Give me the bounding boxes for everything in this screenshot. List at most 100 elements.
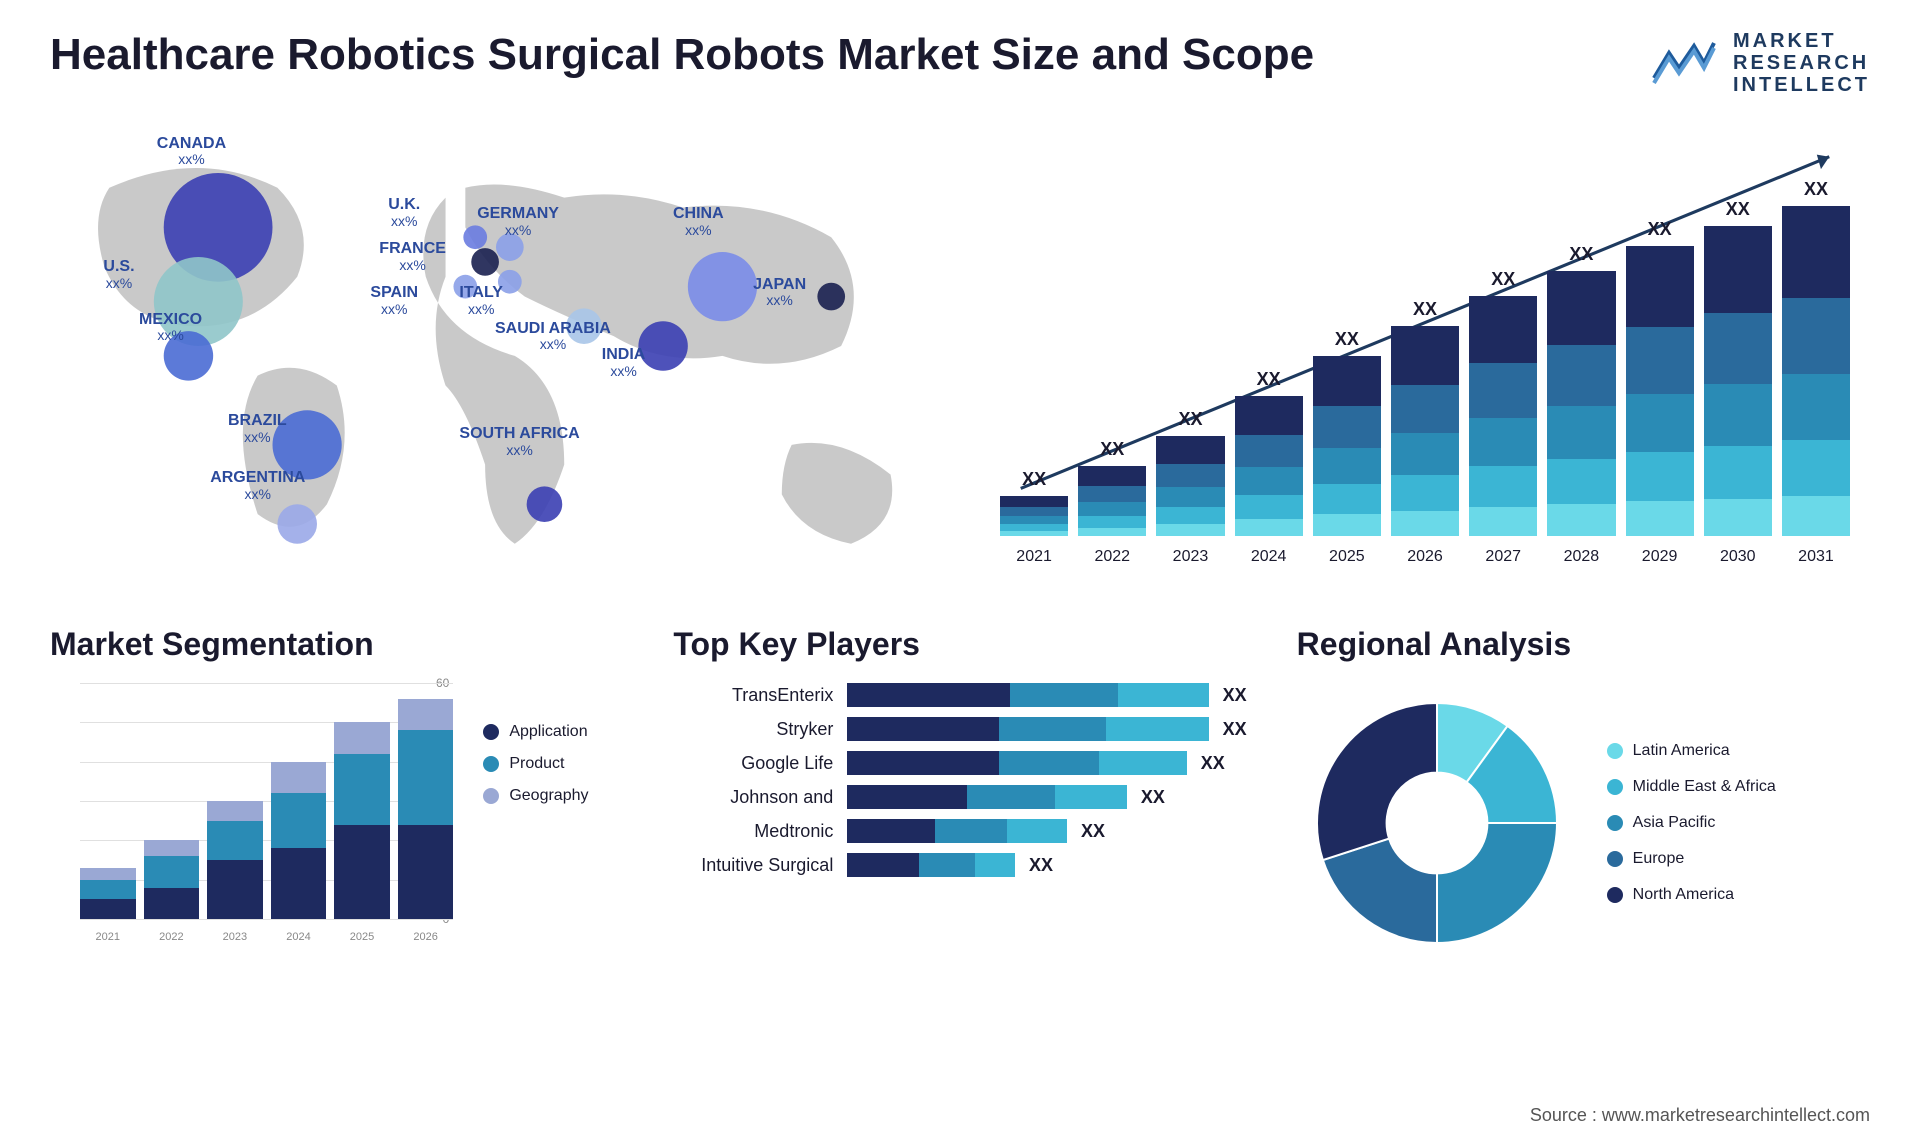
bar-top-label: XX [1178,409,1202,430]
map-label: INDIAxx% [602,346,646,379]
bar-top-label: XX [1413,299,1437,320]
regional-section: Regional Analysis Latin America Middle Ea… [1297,626,1870,963]
players-section: Top Key Players TransEnterix XX Stryker XX G… [673,626,1246,963]
bar-top-label: XX [1726,199,1750,220]
main-x-label: 2031 [1782,548,1850,566]
source-attribution: Source : www.marketresearchintellect.com [1530,1105,1870,1126]
seg-x-label: 2023 [207,931,263,943]
player-name: Intuitive Surgical [673,855,833,876]
main-bar-col: XX [1156,409,1224,536]
map-label: FRANCExx% [379,240,446,273]
donut-legend-item: Middle East & Africa [1607,778,1776,796]
player-value: XX [1029,855,1053,876]
players-list: TransEnterixXXStrykerXXGoogle LifeXXJohn… [673,683,1246,877]
main-bar-col: XX [1078,439,1146,536]
seg-bar-col [271,762,327,919]
main-x-label: 2027 [1469,548,1537,566]
main-x-label: 2028 [1547,548,1615,566]
player-value: XX [1223,719,1247,740]
map-label: SAUDI ARABIAxx% [495,320,611,353]
map-label: JAPANxx% [753,276,806,309]
world-map-panel: CANADAxx% U.S.xx%MEXICOxx% BRAZILxx% ARGENT… [50,126,940,566]
map-label: CANADAxx% [157,135,226,168]
seg-x-label: 2021 [80,931,136,943]
player-name: TransEnterix [673,685,833,706]
page-title: Healthcare Robotics Surgical Robots Mark… [50,30,1314,80]
seg-bar-col [398,699,454,919]
player-value: XX [1223,685,1247,706]
main-bar-col: XX [1000,469,1068,536]
regional-title: Regional Analysis [1297,626,1870,663]
seg-legend-item: Application [483,723,623,741]
segmentation-legend: Application Product Geography [483,683,623,943]
map-label: GERMANYxx% [477,205,559,238]
main-bar-col: XX [1704,199,1772,536]
donut-legend-item: Latin America [1607,742,1776,760]
main-bars: XXXXXXXXXXXXXXXXXXXXXX [1000,146,1850,536]
donut-legend-item: Europe [1607,850,1776,868]
donut-svg [1297,683,1577,963]
seg-bar-col [207,801,263,919]
map-label: SPAINxx% [370,284,418,317]
main-x-label: 2021 [1000,548,1068,566]
seg-bar-col [144,840,200,919]
seg-legend-item: Product [483,755,623,773]
donut-legend-item: Asia Pacific [1607,814,1776,832]
map-label: ITALYxx% [459,284,503,317]
player-row: TransEnterix XX [673,683,1246,707]
donut-chart [1297,683,1577,963]
player-value: XX [1141,787,1165,808]
logo-line3: INTELLECT [1733,74,1870,96]
player-row: Google LifeXX [673,751,1246,775]
main-x-label: 2026 [1391,548,1459,566]
player-row: Johnson and XX [673,785,1246,809]
main-x-labels: 2021 2022 2023 2024 2025 2026 2027 2028 2029 2030… [1000,548,1850,566]
main-x-label: 2025 [1313,548,1381,566]
map-label: SOUTH AFRICAxx% [459,425,579,458]
bar-top-label: XX [1804,179,1828,200]
segmentation-section: Market Segmentation 01020304050602021202… [50,626,623,963]
main-bar-col: XX [1235,369,1303,536]
seg-x-label: 2026 [398,931,454,943]
map-label: BRAZILxx% [228,412,287,445]
map-label: MEXICOxx% [139,311,202,344]
segmentation-title: Market Segmentation [50,626,623,663]
segmentation-chart: 0102030405060202120222023202420252026 [50,683,453,943]
bar-top-label: XX [1648,219,1672,240]
main-x-label: 2022 [1078,548,1146,566]
player-name: Medtronic [673,821,833,842]
seg-x-label: 2024 [271,931,327,943]
main-x-label: 2024 [1235,548,1303,566]
map-label: U.K.xx% [388,196,420,229]
player-name: Google Life [673,753,833,774]
main-x-label: 2023 [1156,548,1224,566]
main-bar-col: XX [1626,219,1694,536]
bar-top-label: XX [1257,369,1281,390]
player-row: Medtronic XX [673,819,1246,843]
seg-x-label: 2022 [144,931,200,943]
player-value: XX [1081,821,1105,842]
player-row: Stryker XX [673,717,1246,741]
seg-legend-item: Geography [483,787,623,805]
map-label: U.S.xx% [103,258,134,291]
logo-line2: RESEARCH [1733,52,1870,74]
main-x-label: 2029 [1626,548,1694,566]
donut-legend: Latin America Middle East & Africa Asia Pa… [1607,742,1776,904]
seg-x-label: 2025 [334,931,390,943]
logo-line1: MARKET [1733,30,1870,52]
map-label: ARGENTINAxx% [210,469,305,502]
seg-bar-col [334,722,390,919]
map-label: CHINAxx% [673,205,724,238]
player-name: Stryker [673,719,833,740]
main-x-label: 2030 [1704,548,1772,566]
main-bar-col: XX [1547,244,1615,536]
bar-top-label: XX [1569,244,1593,265]
main-bar-col: XX [1782,179,1850,536]
player-name: Johnson and [673,787,833,808]
bar-top-label: XX [1491,269,1515,290]
players-title: Top Key Players [673,626,1246,663]
bar-top-label: XX [1022,469,1046,490]
bar-top-label: XX [1100,439,1124,460]
main-bar-col: XX [1469,269,1537,536]
main-bar-col: XX [1391,299,1459,536]
